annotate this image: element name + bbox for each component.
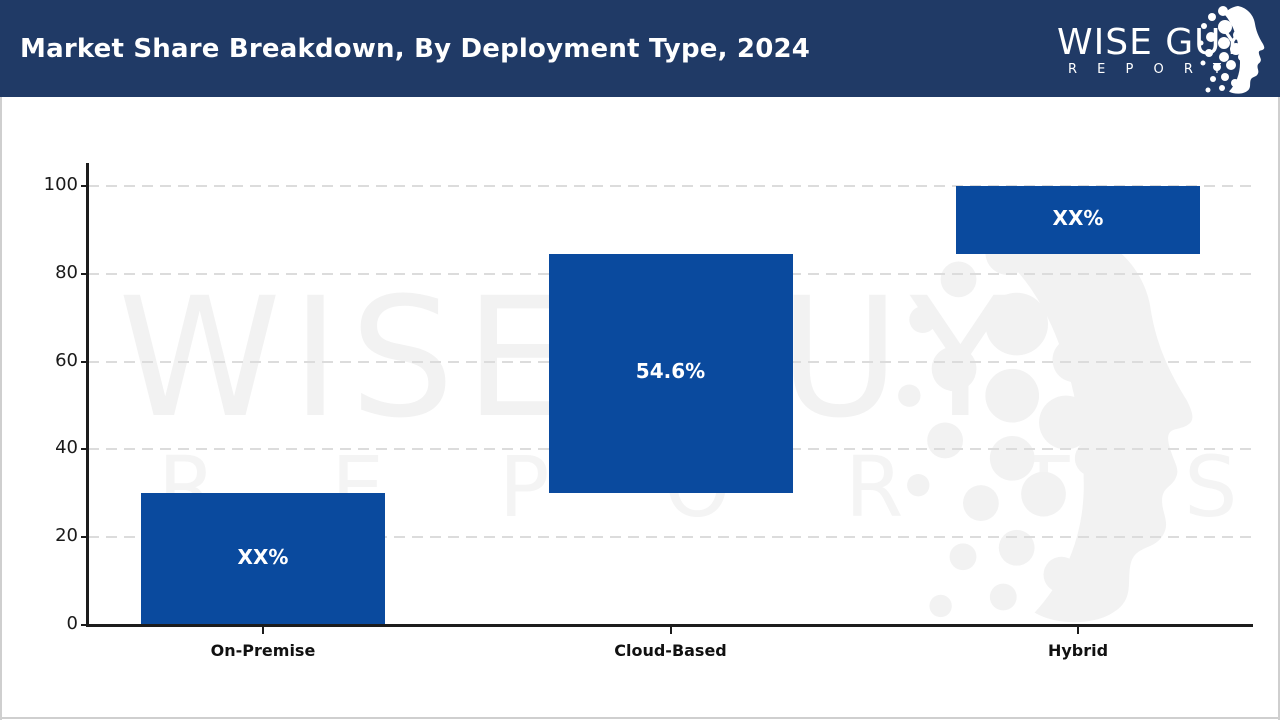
bar-cloud-based <box>548 253 793 494</box>
page-title: Market Share Breakdown, By Deployment Ty… <box>20 33 811 64</box>
wiseguy-logo: WISE GUY R E P O R T S <box>1022 0 1272 97</box>
y-tick-label: 100 <box>43 174 78 195</box>
wiseguy-face-icon <box>1198 6 1265 94</box>
page-border-bottom <box>0 717 1280 719</box>
x-tick-mark <box>262 627 264 634</box>
gridline-y100 <box>88 185 1253 187</box>
y-tick-mark <box>81 272 88 275</box>
y-axis-line <box>86 163 89 627</box>
y-tick-label: 40 <box>55 437 78 459</box>
x-tick-mark <box>1077 627 1079 634</box>
y-tick-label: 0 <box>66 613 78 634</box>
header-bar: Market Share Breakdown, By Deployment Ty… <box>0 0 1280 97</box>
page-border-left <box>0 97 2 720</box>
waterfall-chart: 0 20 40 60 80 100 XX% On-Premise 54.6% Cloud-Base… <box>0 97 1280 720</box>
bar-value-label: XX% <box>237 545 289 570</box>
y-tick-mark <box>81 536 88 539</box>
page-border-right <box>1278 97 1280 720</box>
y-tick-mark <box>81 185 88 187</box>
y-tick-label: 20 <box>55 525 78 547</box>
y-tick-label: 60 <box>55 349 78 371</box>
watermark-face-icon <box>898 230 1193 623</box>
y-tick-mark <box>81 360 88 363</box>
y-tick-mark <box>81 624 88 626</box>
y-tick-label: 80 <box>55 261 78 283</box>
x-category-label: Hybrid <box>1047 641 1109 660</box>
bar-value-label: XX% <box>1052 205 1104 230</box>
logo-wordmark: WISE GUY <box>1057 22 1245 63</box>
bar-value-label: 54.6% <box>635 359 706 384</box>
logo-subtitle: R E P O R T S <box>1068 62 1258 77</box>
y-tick-mark <box>81 448 88 451</box>
x-category-label: Cloud-Based <box>614 641 727 660</box>
x-tick-mark <box>669 627 672 634</box>
gridline-y20 <box>88 536 1253 539</box>
bar-on-premise <box>141 493 385 625</box>
bar-hybrid <box>956 186 1200 254</box>
x-category-label: On-Premise <box>210 641 316 660</box>
x-axis-line <box>88 624 1253 627</box>
